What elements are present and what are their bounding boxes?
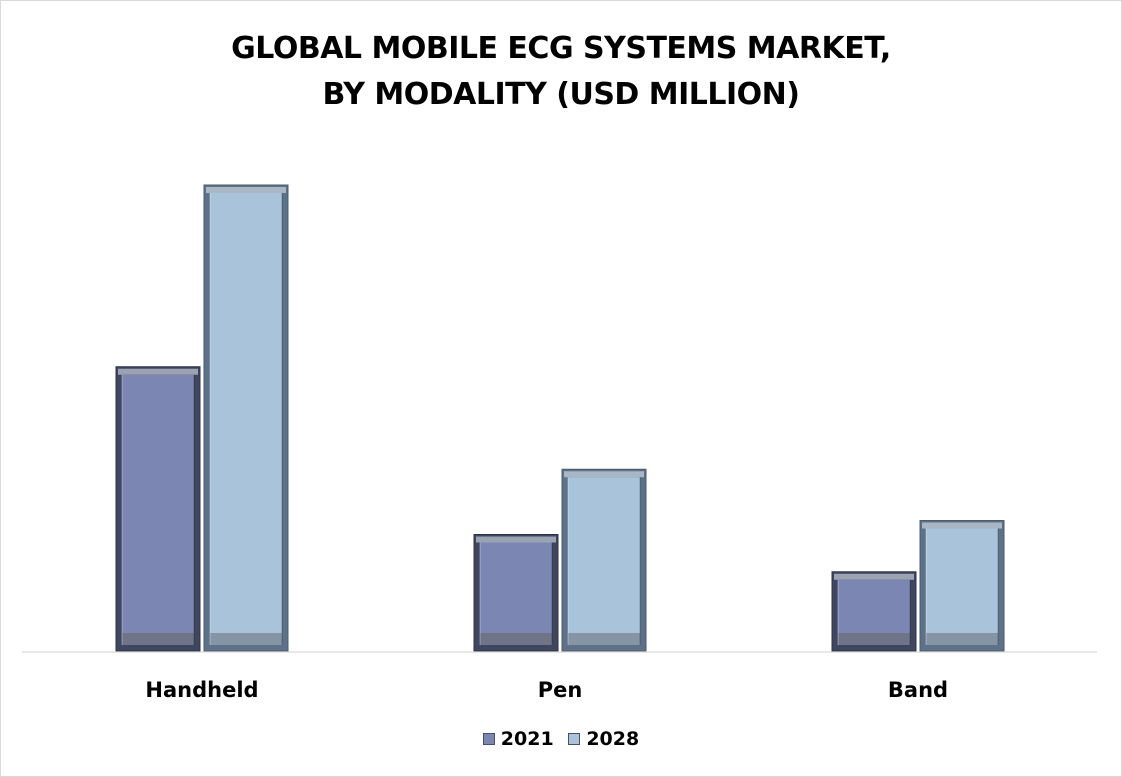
legend-swatch-2021 xyxy=(482,733,495,745)
bar-handheld-2028 xyxy=(203,184,289,652)
x-tick-label-handheld: Handheld xyxy=(145,678,258,702)
legend-item-2028: 2028 xyxy=(568,728,639,750)
chart-title-line-1: GLOBAL MOBILE ECG SYSTEMS MARKET, xyxy=(231,31,891,66)
bar-pen-2021 xyxy=(473,534,559,652)
chart-title: GLOBAL MOBILE ECG SYSTEMS MARKET, BY MOD… xyxy=(0,26,1122,118)
x-tick-label-band: Band xyxy=(888,678,948,702)
x-tick-label-pen: Pen xyxy=(538,678,583,702)
legend-item-2021: 2021 xyxy=(482,728,554,750)
bar-band-2028 xyxy=(919,520,1005,652)
bar-handheld-2021 xyxy=(115,366,201,652)
x-tick-labels: Handheld Pen Band xyxy=(145,678,948,702)
bar-pen-2028 xyxy=(561,468,647,652)
legend-label-2021: 2021 xyxy=(500,728,554,750)
chart-title-line-2: BY MODALITY (USD MILLION) xyxy=(322,77,800,112)
legend: 2021 2028 xyxy=(0,728,1122,750)
bar-band-2021 xyxy=(831,571,917,652)
bars-group xyxy=(115,184,1005,652)
legend-label-2028: 2028 xyxy=(586,728,640,750)
legend-swatch-2028 xyxy=(568,733,581,745)
